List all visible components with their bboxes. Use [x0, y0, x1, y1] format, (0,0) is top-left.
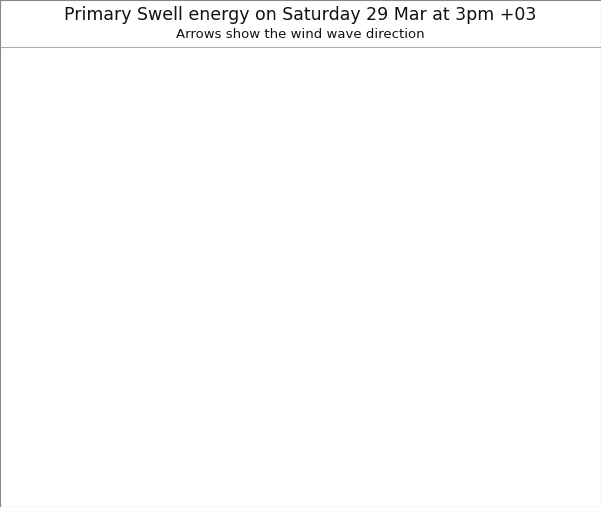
- Text: Primary Swell energy on Saturday 29 Mar at 3pm +03: Primary Swell energy on Saturday 29 Mar …: [64, 6, 537, 24]
- Text: Arrows show the wind wave direction: Arrows show the wind wave direction: [176, 28, 425, 42]
